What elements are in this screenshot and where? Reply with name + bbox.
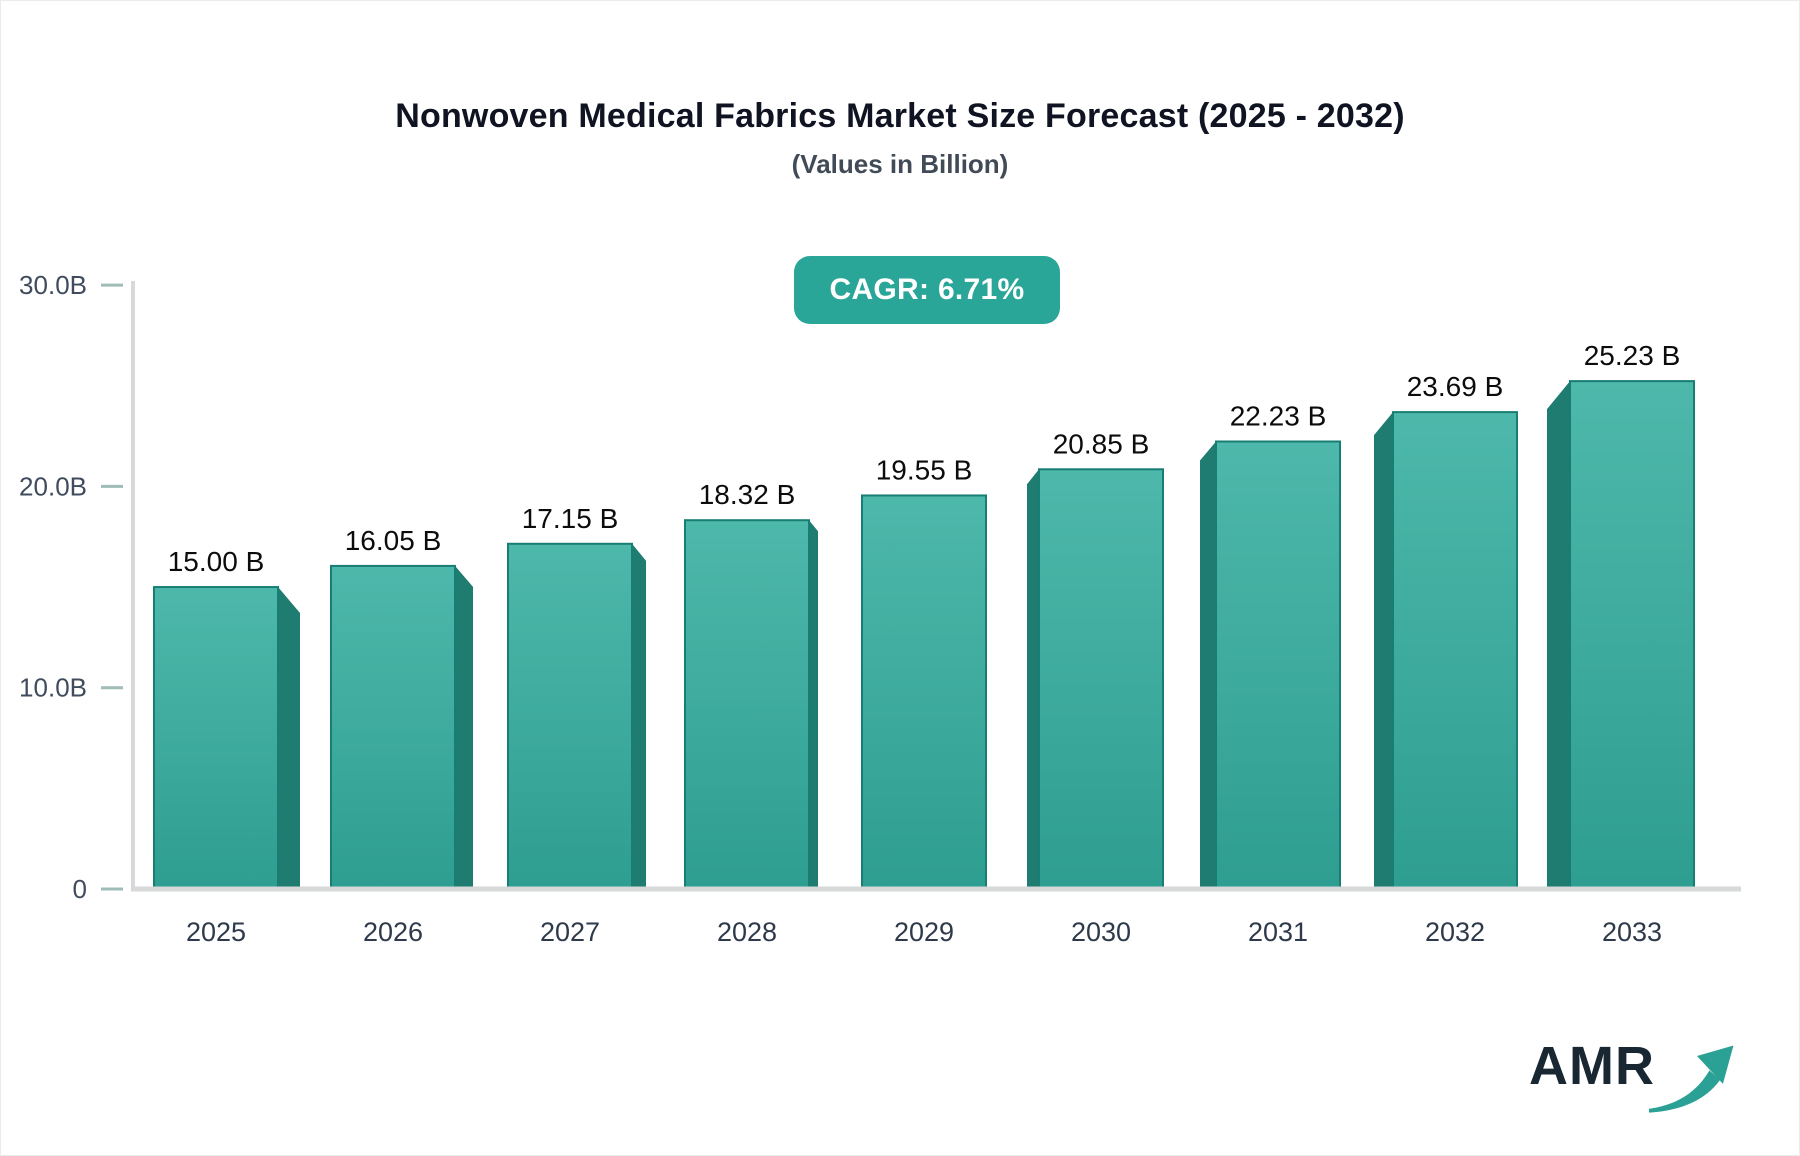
bar-value-label: 19.55 B <box>876 454 973 485</box>
bar-side-2027 <box>632 543 646 889</box>
bar-side-2028 <box>809 520 818 889</box>
x-axis-label: 2033 <box>1602 917 1662 947</box>
bar-side-2025 <box>278 587 300 889</box>
growth-arrow-icon <box>1648 1045 1734 1113</box>
bar-side-2030 <box>1027 469 1039 889</box>
bar-value-label: 20.85 B <box>1053 428 1150 459</box>
bar-2025 <box>153 586 279 890</box>
y-axis-label: 20.0B <box>19 471 87 501</box>
y-axis-label: 30.0B <box>19 270 87 300</box>
x-axis-label: 2026 <box>363 917 423 947</box>
bar-value-label: 18.32 B <box>699 479 796 510</box>
x-axis-label: 2029 <box>894 917 954 947</box>
amr-logo: AMR <box>1529 1039 1745 1119</box>
chart-title: Nonwoven Medical Fabrics Market Size For… <box>395 97 1405 135</box>
bar-value-label: 16.05 B <box>345 525 442 556</box>
cagr-badge-label: CAGR: 6.71% <box>829 273 1025 306</box>
bar-2032 <box>1392 411 1518 890</box>
x-axis-label: 2030 <box>1071 917 1131 947</box>
bar-value-label: 23.69 B <box>1407 371 1504 402</box>
bar-value-label: 17.15 B <box>522 503 619 534</box>
bar-side-2031 <box>1200 441 1216 889</box>
amr-logo-text: AMR <box>1529 1036 1655 1096</box>
y-axis-label: 10.0B <box>19 673 87 703</box>
bar-value-label: 25.23 B <box>1584 340 1681 371</box>
bar-2026 <box>330 564 456 890</box>
bar-2031 <box>1215 440 1341 890</box>
bar-2029 <box>861 494 987 890</box>
bar-side-2033 <box>1547 381 1570 889</box>
x-axis-label: 2032 <box>1425 917 1485 947</box>
y-axis-label: 0 <box>73 874 87 904</box>
bar-2027 <box>507 542 633 890</box>
cagr-badge: CAGR: 6.71% <box>794 256 1060 324</box>
x-axis-label: 2031 <box>1248 917 1308 947</box>
bar-value-label: 22.23 B <box>1230 401 1327 432</box>
x-axis-label: 2025 <box>186 917 246 947</box>
x-axis-label: 2028 <box>717 917 777 947</box>
bar-side-2026 <box>455 565 473 889</box>
bar-value-label: 15.00 B <box>168 546 265 577</box>
bar-2030 <box>1038 468 1164 890</box>
chart-subtitle: (Values in Billion) <box>791 149 1009 179</box>
x-axis-label: 2027 <box>540 917 600 947</box>
bar-2033 <box>1569 380 1695 890</box>
bar-side-2032 <box>1374 412 1393 889</box>
bar-2028 <box>684 519 810 890</box>
